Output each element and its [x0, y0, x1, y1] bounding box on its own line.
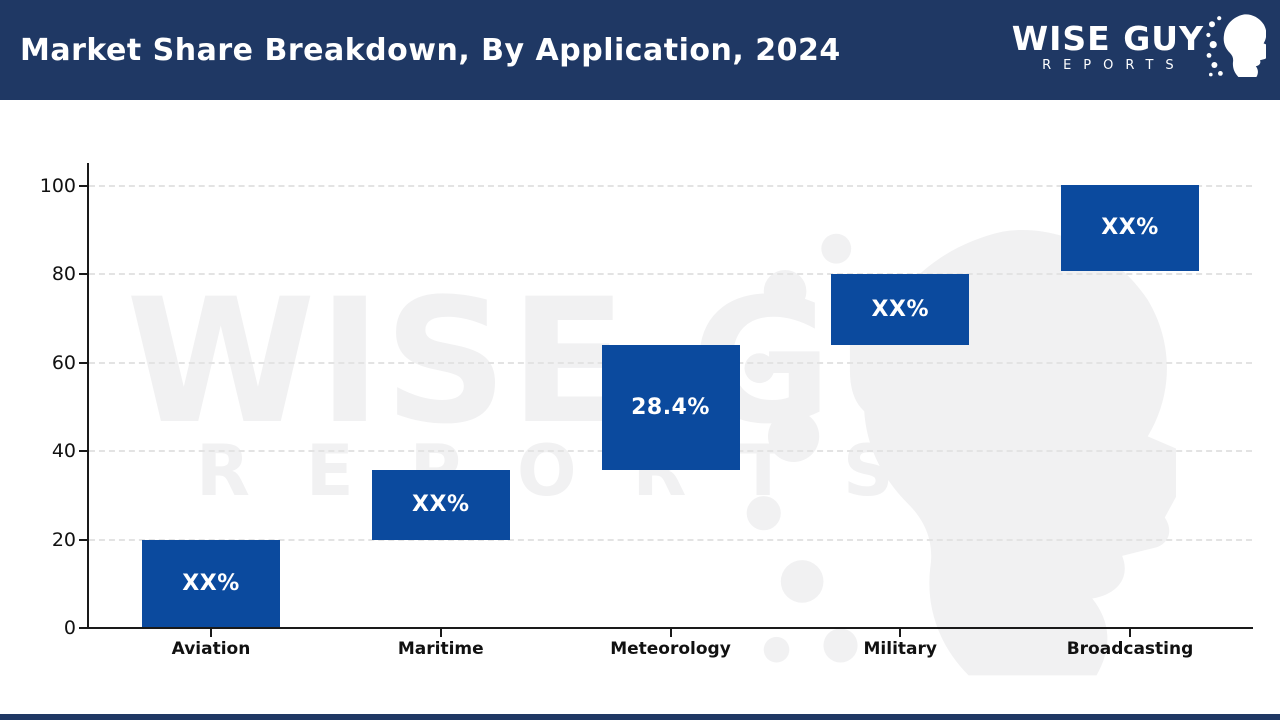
footer-bar — [0, 714, 1280, 720]
y-axis-tick — [79, 450, 88, 453]
brand-logo: WISE GUY REPORTS — [1012, 6, 1266, 88]
x-axis-tick — [899, 629, 902, 637]
brand-head-icon — [1206, 14, 1266, 77]
x-axis-label: Meteorology — [610, 639, 731, 659]
brand-logo-text: WISE GUY REPORTS — [1011, 19, 1204, 74]
y-axis-tick-label: 60 — [51, 351, 76, 374]
page-title: Market Share Breakdown, By Application, … — [20, 32, 841, 68]
y-axis-tick — [79, 627, 88, 629]
y-axis-tick-label: 40 — [51, 440, 76, 463]
bar-value-label: 28.4% — [631, 394, 710, 420]
x-axis-tick — [1129, 629, 1131, 637]
x-axis — [87, 627, 1253, 629]
y-axis-tick-label: 100 — [39, 175, 76, 197]
x-axis-label: Aviation — [171, 639, 251, 659]
brand-wordmark: WISE GUY — [1011, 19, 1204, 58]
bar: XX% — [371, 470, 510, 540]
y-axis-tick-label: 80 — [51, 263, 76, 286]
x-axis-tick — [669, 629, 672, 637]
y-axis-tick — [79, 538, 88, 541]
y-axis-tick — [79, 361, 88, 364]
brand-subtitle: REPORTS — [1042, 58, 1186, 73]
x-axis-tick — [210, 629, 212, 637]
gridline — [89, 273, 1252, 276]
bar-value-label: XX% — [182, 571, 240, 597]
bar-value-label: XX% — [1101, 215, 1159, 241]
bar: XX% — [831, 273, 970, 345]
bar-value-label: XX% — [412, 492, 470, 518]
gridline — [89, 538, 1252, 541]
bar: 28.4% — [601, 344, 740, 471]
x-axis-label: Military — [863, 639, 937, 659]
x-axis-label: Maritime — [397, 639, 484, 659]
y-axis-tick — [79, 185, 88, 187]
y-axis-tick-label: 0 — [63, 617, 76, 639]
bar: XX% — [1061, 184, 1199, 272]
y-axis-tick-label: 20 — [51, 528, 76, 551]
y-axis — [87, 163, 89, 629]
x-axis-label: Broadcasting — [1066, 639, 1194, 659]
bar-value-label: XX% — [871, 296, 929, 322]
header-bar: Market Share Breakdown, By Application, … — [0, 0, 1280, 100]
bar: XX% — [142, 539, 280, 628]
y-axis-tick — [79, 273, 88, 276]
x-axis-tick — [439, 629, 442, 637]
gridline — [89, 185, 1252, 187]
